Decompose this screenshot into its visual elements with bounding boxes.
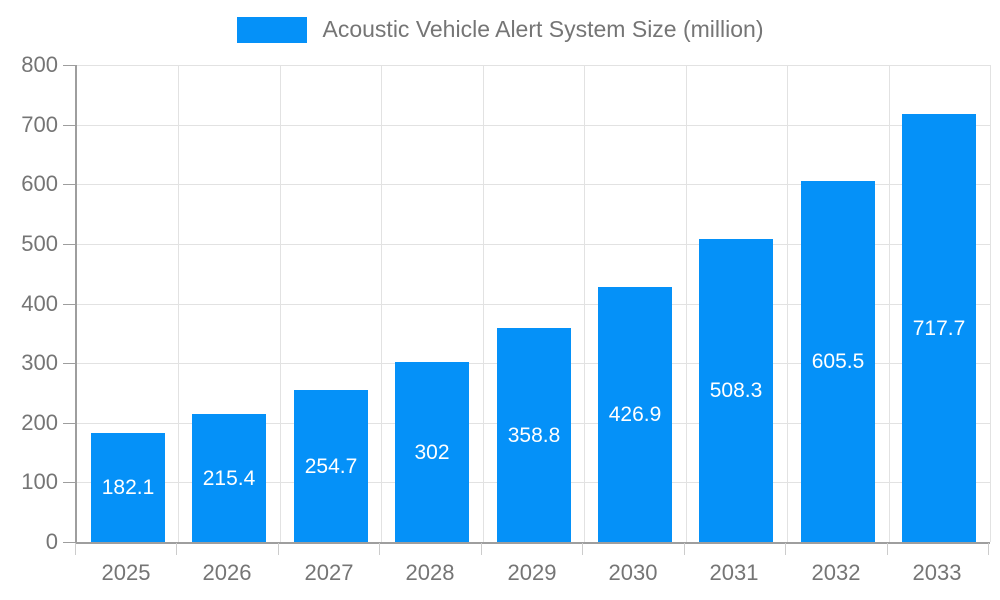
x-axis-tick bbox=[278, 543, 279, 555]
h-gridline bbox=[77, 124, 990, 126]
y-axis-tick bbox=[63, 124, 75, 126]
x-axis-label: 2031 bbox=[709, 560, 759, 585]
x-axis-label: 2025 bbox=[101, 560, 151, 585]
y-axis-tick bbox=[63, 184, 75, 186]
bar: 302 bbox=[395, 362, 469, 542]
v-gridline bbox=[381, 65, 382, 542]
bar: 215.4 bbox=[192, 414, 266, 542]
bar-value-label: 254.7 bbox=[304, 454, 358, 478]
bar-value-label: 182.1 bbox=[101, 476, 155, 499]
v-gridline bbox=[483, 65, 484, 542]
y-axis-label: 400 bbox=[21, 290, 58, 316]
bar-value-label: 508.3 bbox=[709, 379, 763, 402]
legend-swatch bbox=[236, 16, 307, 43]
h-gridline bbox=[77, 303, 990, 305]
y-axis-label: 600 bbox=[21, 171, 58, 197]
bar-value-label: 358.8 bbox=[507, 423, 561, 447]
legend-label: Acoustic Vehicle Alert System Size (mill… bbox=[322, 16, 764, 42]
bar: 605.5 bbox=[801, 181, 875, 542]
x-axis-label: 2030 bbox=[608, 560, 658, 585]
bar: 358.8 bbox=[497, 328, 571, 542]
x-axis-label: 2033 bbox=[912, 560, 962, 585]
h-gridline bbox=[77, 243, 990, 245]
y-axis-tick bbox=[63, 422, 75, 424]
bar: 254.7 bbox=[294, 390, 368, 542]
h-gridline bbox=[77, 65, 990, 66]
x-axis-tick bbox=[481, 543, 482, 555]
x-axis-tick bbox=[887, 543, 888, 555]
v-gridline bbox=[787, 65, 788, 542]
y-axis-label: 100 bbox=[21, 469, 58, 495]
bar-value-label: 215.4 bbox=[202, 466, 256, 490]
x-axis-label: 2027 bbox=[304, 560, 354, 585]
y-axis-label: 800 bbox=[21, 52, 58, 77]
bar: 717.7 bbox=[902, 114, 976, 542]
x-axis-tick bbox=[75, 543, 76, 555]
x-axis-tick bbox=[582, 543, 583, 555]
v-gridline bbox=[889, 65, 890, 542]
v-gridline bbox=[178, 65, 179, 542]
y-axis-label: 0 bbox=[45, 529, 58, 554]
bar: 182.1 bbox=[91, 433, 165, 542]
y-axis-label: 700 bbox=[21, 111, 58, 137]
bar-value-label: 717.7 bbox=[912, 316, 966, 340]
y-axis-tick bbox=[63, 482, 75, 484]
v-gridline bbox=[686, 65, 687, 542]
y-axis-tick bbox=[63, 65, 75, 66]
v-gridline bbox=[990, 65, 991, 542]
y-axis-tick bbox=[63, 363, 75, 365]
x-axis-tick bbox=[785, 543, 786, 555]
legend[interactable]: Acoustic Vehicle Alert System Size (mill… bbox=[0, 16, 1000, 43]
y-axis-label: 300 bbox=[21, 350, 58, 376]
y-axis-tick bbox=[63, 542, 75, 543]
h-gridline bbox=[77, 184, 990, 186]
x-axis-label: 2028 bbox=[405, 560, 455, 585]
x-axis-tick bbox=[684, 543, 685, 555]
bar-value-label: 302 bbox=[414, 440, 450, 464]
x-axis-tick bbox=[988, 543, 989, 555]
bar: 426.9 bbox=[598, 287, 672, 542]
x-axis-tick bbox=[379, 543, 380, 555]
bar-value-label: 605.5 bbox=[811, 350, 865, 373]
v-gridline bbox=[584, 65, 585, 542]
y-axis-tick bbox=[63, 303, 75, 305]
x-axis-label: 2029 bbox=[507, 560, 557, 585]
y-axis-label: 200 bbox=[21, 409, 58, 435]
bar-value-label: 426.9 bbox=[608, 403, 662, 426]
x-axis-label: 2026 bbox=[202, 560, 252, 585]
x-axis-label: 2032 bbox=[811, 560, 861, 585]
x-axis-tick bbox=[176, 543, 177, 555]
plot-area: 182.1 215.4 254.7 302 358.8 426.9 508.3 605.5 71… bbox=[75, 65, 991, 544]
y-axis-label: 500 bbox=[21, 230, 58, 256]
y-axis-tick bbox=[63, 243, 75, 245]
bar: 508.3 bbox=[699, 239, 773, 542]
v-gridline bbox=[280, 65, 281, 542]
